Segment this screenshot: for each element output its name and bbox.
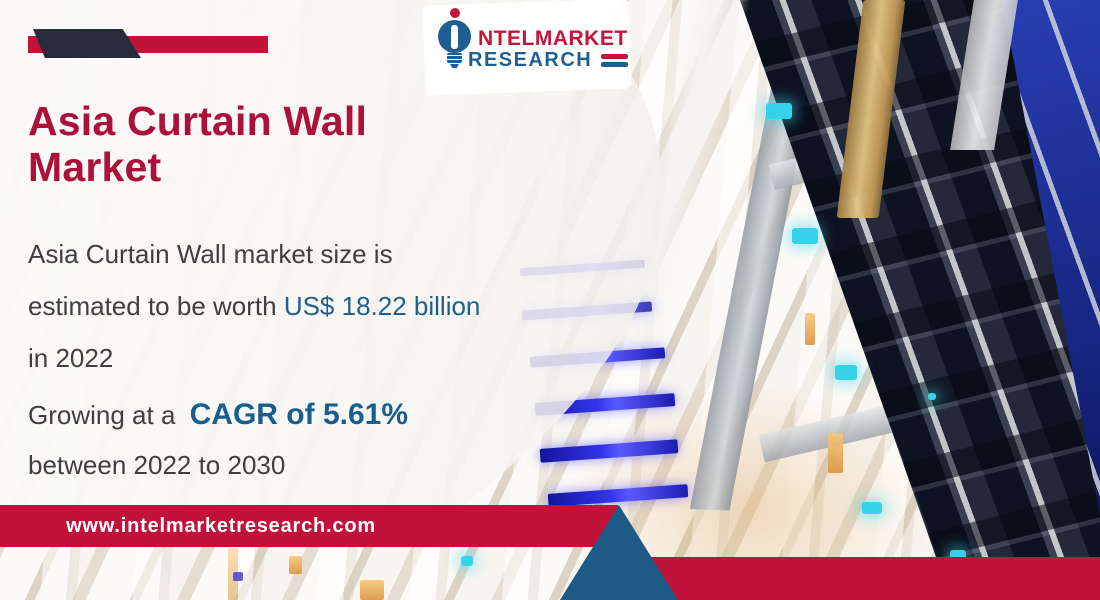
brand-name-top: NTELMARKET	[478, 27, 628, 50]
brand-name-bottom: RESEARCH	[468, 49, 593, 71]
stripe-decoration-navy	[33, 29, 141, 58]
market-value-highlight: US$ 18.22 billion	[283, 291, 481, 321]
website-bar: www.intelmarketresearch.com	[0, 505, 618, 547]
cyan-light	[862, 502, 882, 514]
amber-light	[805, 313, 815, 345]
market-size-line2-prefix: estimated to be worth	[28, 291, 284, 321]
flag-bar-blue	[601, 62, 629, 67]
red-blue-equals-bars-icon	[601, 54, 629, 67]
indigo-light	[233, 572, 243, 581]
cyan-light	[792, 228, 818, 244]
cagr-highlight: CAGR of 5.61%	[189, 398, 409, 431]
lightbulb-dot-icon	[450, 8, 460, 18]
cyan-light	[766, 103, 792, 119]
cyan-light	[928, 393, 936, 400]
market-size-text: Asia Curtain Wall market size is estimat…	[28, 228, 480, 384]
cagr-line2: between 2022 to 2030	[28, 450, 286, 480]
page-title: Asia Curtain Wall Market	[28, 98, 367, 190]
amber-light	[289, 556, 302, 574]
cagr-line1-prefix: Growing at a	[28, 400, 183, 430]
market-size-line3: in 2022	[28, 343, 114, 373]
lightbulb-i-stem-icon	[451, 25, 458, 49]
lightbulb-tip-icon	[450, 64, 459, 68]
amber-light	[360, 580, 384, 600]
brand-logo: NTELMARKET RESEARCH	[0, 0, 1100, 120]
market-size-line2: estimated to be worth US$ 18.22 billion	[28, 280, 480, 332]
market-size-line1: Asia Curtain Wall market size is	[28, 239, 393, 269]
cyan-light	[950, 550, 966, 559]
brand-name-bottom-row: RESEARCH	[468, 49, 629, 72]
page-title-line2: Market	[28, 144, 162, 190]
cyan-light	[835, 365, 857, 380]
lightbulb-base-icon	[447, 53, 462, 63]
cagr-text: Growing at a CAGR of 5.61% between 2022 …	[28, 390, 408, 490]
page-title-line1: Asia Curtain Wall	[28, 98, 368, 144]
cagr-line1: Growing at a CAGR of 5.61%	[28, 390, 408, 440]
cyan-light	[461, 556, 473, 566]
bottom-right-band	[620, 557, 1100, 600]
amber-light	[828, 433, 843, 473]
website-link[interactable]: www.intelmarketresearch.com	[66, 514, 376, 537]
flag-bar-red	[601, 54, 629, 59]
